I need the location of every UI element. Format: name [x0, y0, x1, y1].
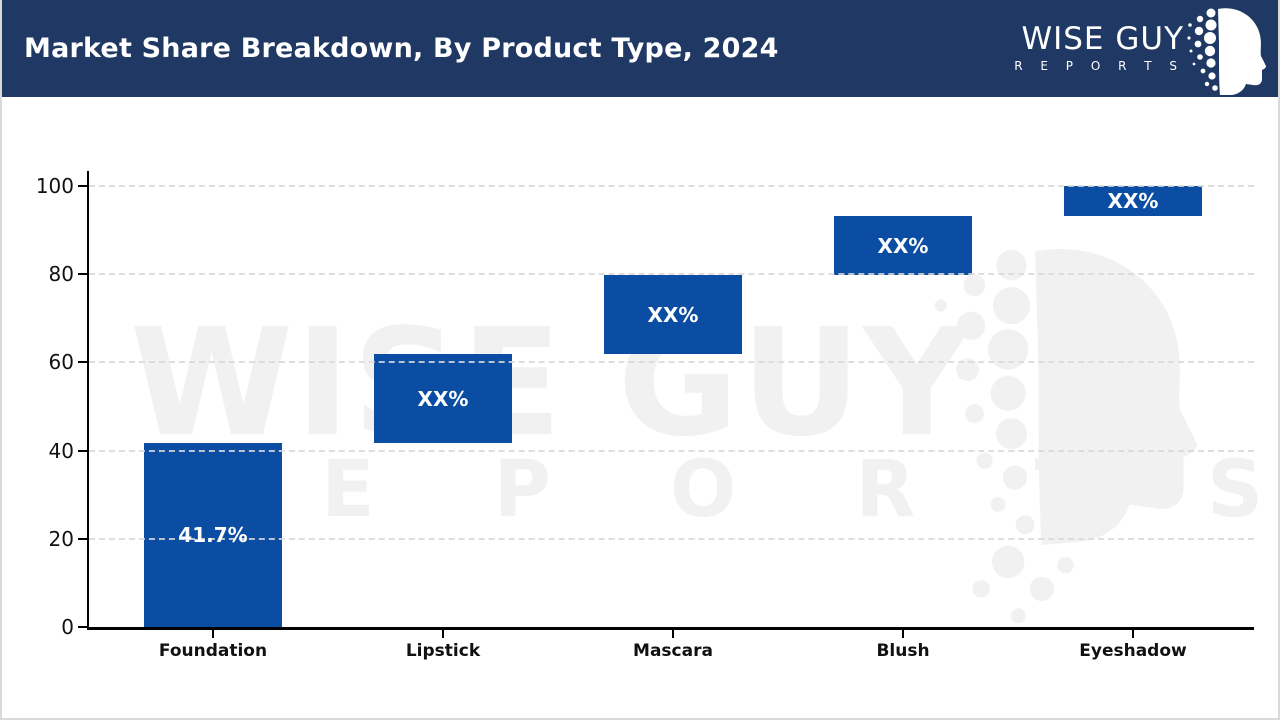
- header-bar: Market Share Breakdown, By Product Type,…: [2, 0, 1278, 97]
- y-tick-label: 40: [48, 438, 74, 463]
- x-tick-label: Mascara: [633, 641, 713, 661]
- bar-lipstick: [374, 354, 512, 444]
- gridline: [89, 361, 1254, 364]
- watermark-line2: R E P O R T S: [142, 445, 1280, 535]
- bar-blush: [834, 216, 972, 275]
- gridline: [89, 273, 1254, 276]
- waterfall-chart: WISE GUY R E P O R T S 0 20 40 60 80 100 41.7%…: [2, 97, 1280, 718]
- y-tick-mark: [78, 626, 87, 628]
- y-axis-line: [87, 170, 89, 629]
- x-tick-label: Eyeshadow: [1079, 641, 1187, 661]
- gridline: [89, 537, 1254, 540]
- x-tick-mark: [1132, 629, 1134, 638]
- logo-wordmark: WISE GUY: [1021, 21, 1184, 57]
- bar-eyeshadow: [1064, 186, 1202, 217]
- y-tick-label: 100: [35, 174, 74, 198]
- y-tick-mark: [78, 449, 87, 452]
- y-tick-mark: [78, 537, 87, 540]
- page-title: Market Share Breakdown, By Product Type,…: [24, 33, 779, 64]
- wiseguy-logo: WISE GUY R E P O R T S: [1014, 3, 1266, 95]
- y-tick-label: 80: [48, 262, 74, 287]
- y-tick-label: 60: [48, 350, 74, 375]
- bar-foundation: [144, 443, 282, 627]
- x-tick-mark: [902, 629, 904, 638]
- dotted-head-icon: [1187, 7, 1266, 95]
- x-tick-label: Blush: [876, 641, 930, 661]
- bar-value-label: XX%: [647, 302, 699, 327]
- y-tick-mark: [78, 361, 87, 364]
- y-tick-label: 20: [48, 526, 74, 551]
- x-axis-line: [87, 627, 1254, 630]
- gridline: [89, 185, 1254, 187]
- bar-value-label: XX%: [877, 233, 929, 258]
- y-tick-mark: [78, 185, 87, 187]
- x-tick-mark: [212, 629, 214, 638]
- x-tick-mark: [672, 629, 674, 638]
- x-tick-mark: [442, 629, 444, 638]
- bar-value-label: XX%: [417, 386, 469, 411]
- x-tick-label: Foundation: [158, 641, 268, 661]
- gridline: [89, 449, 1254, 452]
- x-tick-label: Lipstick: [405, 641, 481, 661]
- logo-subtext: R E P O R T S: [1014, 59, 1184, 73]
- bar-value-label: XX%: [1107, 189, 1159, 214]
- y-tick-mark: [78, 273, 87, 276]
- bar-value-label: 41.7%: [178, 523, 248, 548]
- bar-mascara: [604, 274, 742, 355]
- y-tick-label: 0: [61, 615, 74, 639]
